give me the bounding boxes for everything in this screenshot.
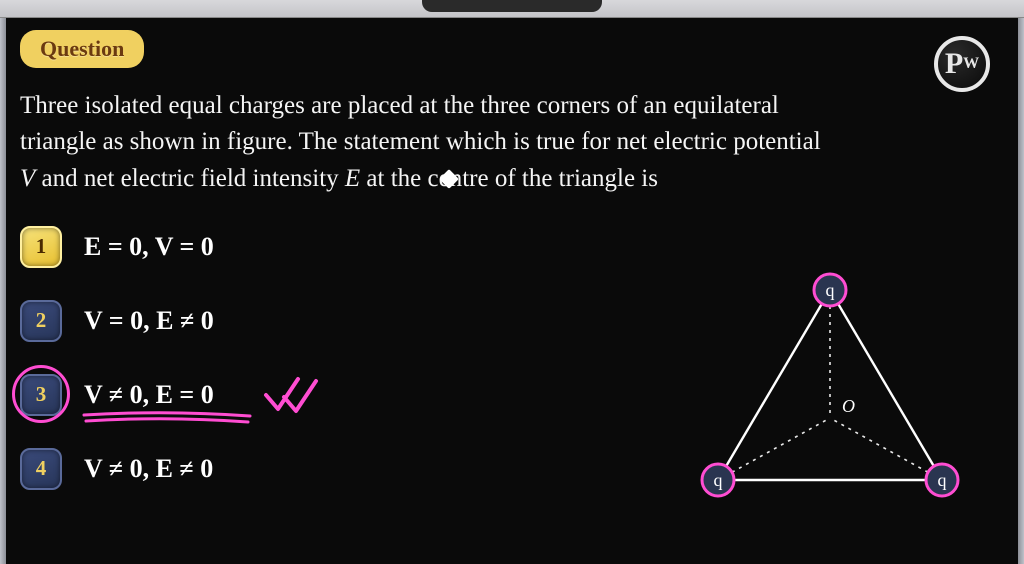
question-line3-mid: and net electric field intensity [35, 165, 345, 192]
option-4-text: V ≠ 0, E ≠ 0 [84, 454, 213, 484]
vertex-right: q [926, 464, 958, 496]
svg-text:q: q [826, 280, 835, 300]
question-e-symbol: E [345, 165, 360, 192]
annotation-check-icon [262, 375, 322, 419]
option-2-badge: 2 [20, 300, 62, 342]
question-v-symbol: V [20, 165, 35, 192]
triangle-diagram: O q q q [690, 268, 970, 528]
question-line2: triangle as shown in figure. The stateme… [20, 128, 821, 155]
device-notch [422, 0, 602, 12]
brand-logo-w: W [963, 55, 979, 73]
question-line3-post: at the centre of the triangle is [360, 165, 658, 192]
option-1[interactable]: 1 E = 0, V = 0 [20, 225, 1004, 269]
brand-logo-p: P [945, 47, 963, 81]
question-line1: Three isolated equal charges are placed … [20, 92, 779, 119]
option-1-text: E = 0, V = 0 [84, 232, 214, 262]
option-2-text: V = 0, E ≠ 0 [84, 306, 214, 336]
option-1-badge: 1 [20, 226, 62, 268]
device-top-bar [0, 0, 1024, 18]
brand-logo: PW [934, 36, 990, 92]
vertex-top: q [814, 274, 846, 306]
diagram-center-label: O [842, 396, 855, 416]
frame-edge-left [0, 0, 6, 564]
option-3-text: V ≠ 0, E = 0 [84, 380, 214, 410]
vertex-left: q [702, 464, 734, 496]
frame-edge-right [1018, 0, 1024, 564]
annotation-underline-icon [82, 411, 252, 423]
triangle-svg: O q q q [690, 268, 970, 528]
question-badge: Question [20, 30, 144, 68]
svg-text:q: q [714, 470, 723, 490]
option-4-badge: 4 [20, 448, 62, 490]
option-3-badge: 3 [20, 374, 62, 416]
svg-text:q: q [938, 470, 947, 490]
